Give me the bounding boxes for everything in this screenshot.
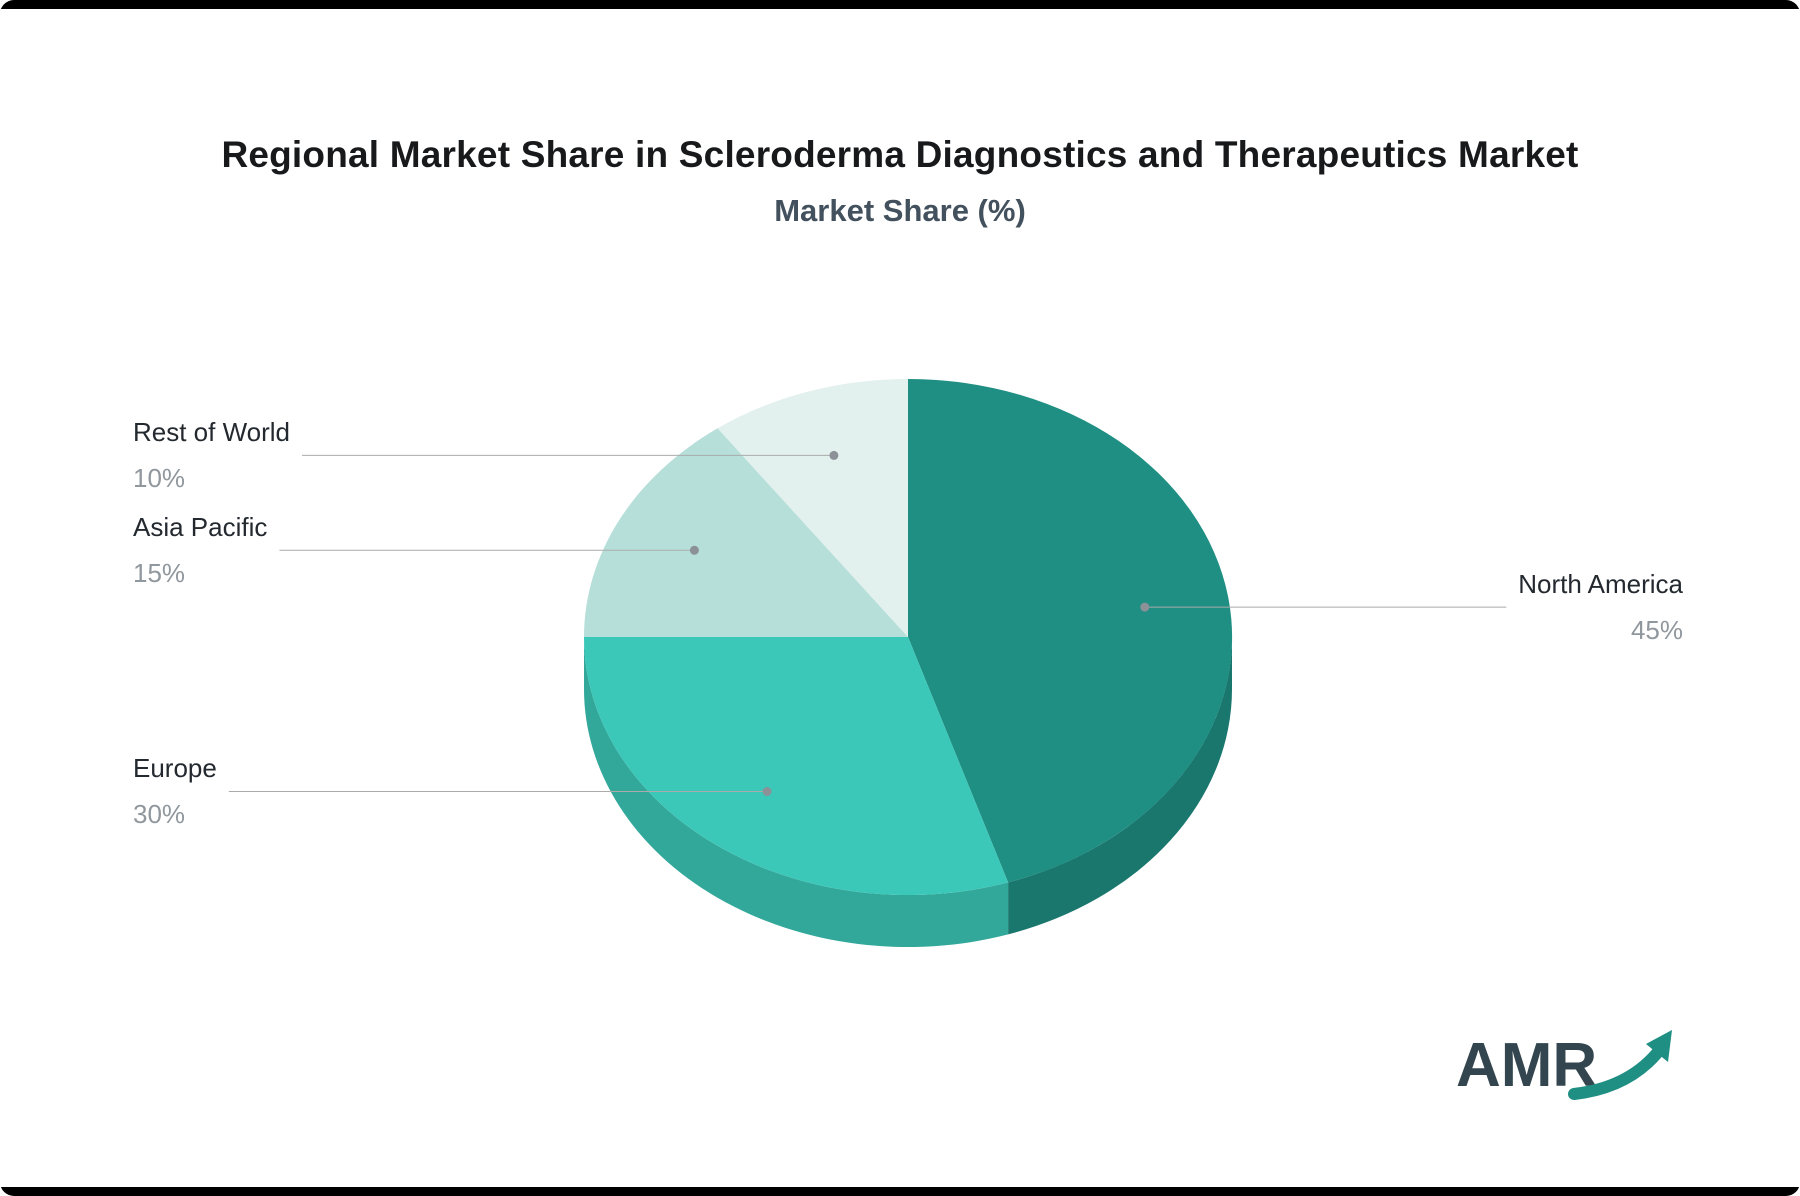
callout-dot-north-america [1140, 602, 1150, 612]
pie-rim-north-america [1008, 637, 1232, 935]
pie-rim-europe [584, 637, 1009, 948]
pie-slice-rest-of-world [717, 379, 908, 637]
screen-edge-top [0, 0, 1800, 9]
chart-subtitle: Market Share (%) [774, 193, 1026, 228]
amr-logo: AMR [1456, 1020, 1692, 1115]
callout-dot-europe [762, 787, 772, 796]
callout-dot-asia-pacific [689, 545, 699, 555]
screen-edge-bottom [0, 1187, 1800, 1196]
amr-logo-arrowhead-icon [1646, 1030, 1672, 1062]
pie-slice-europe [584, 637, 1009, 896]
amr-logo-arrow-icon [1568, 1046, 1664, 1100]
pie-slice-asia-pacific [584, 428, 908, 637]
amr-logo-graphic: AMR [1456, 1030, 1672, 1100]
callout-dot-rest-of-world [829, 450, 839, 460]
pie-slice-north-america [908, 379, 1233, 883]
chart-title: Regional Market Share in Scleroderma Dia… [221, 134, 1579, 175]
